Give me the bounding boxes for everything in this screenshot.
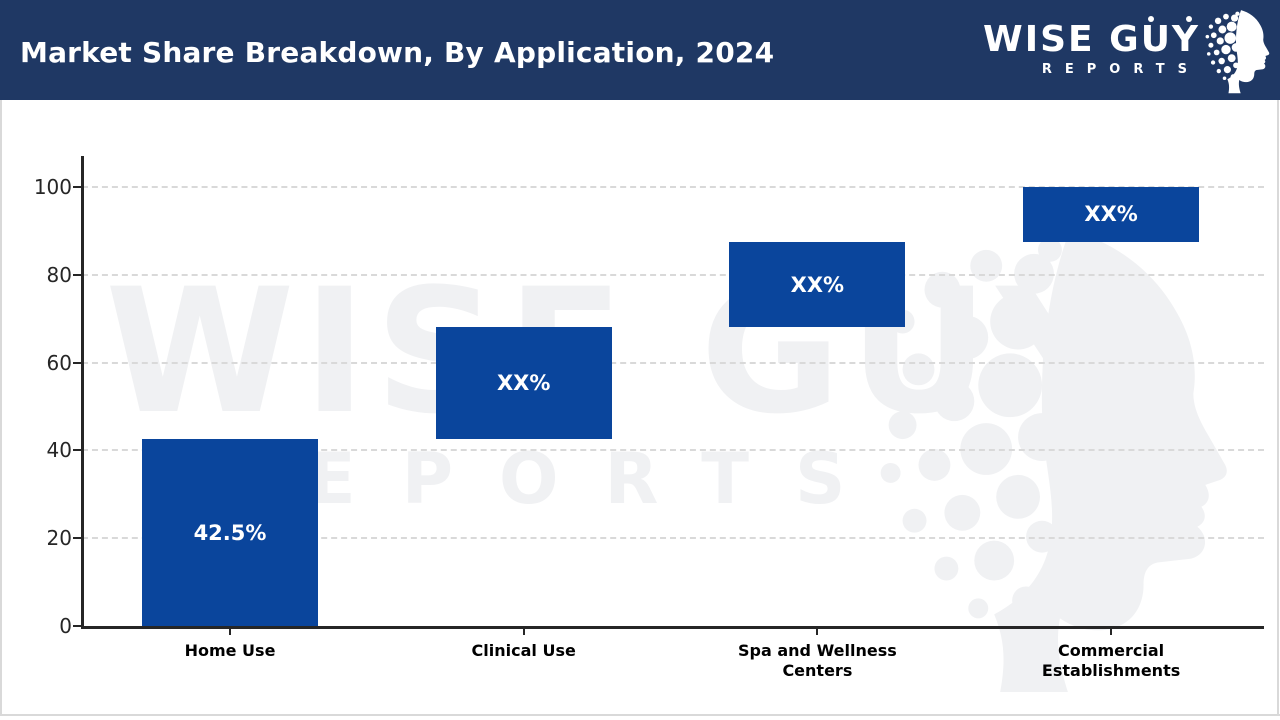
- x-tick-mark: [816, 628, 819, 635]
- category-label: Spa and Wellness Centers: [738, 641, 897, 680]
- bar: XX%: [729, 241, 906, 328]
- wiseguy-logo: WISE GUY REPORTS: [983, 6, 1272, 96]
- page-title: Market Share Breakdown, By Application, …: [20, 36, 775, 69]
- x-axis-spine: [81, 626, 1264, 629]
- bar-value-label: XX%: [790, 272, 845, 297]
- gridline: [82, 537, 1264, 540]
- y-tick-mark: [73, 186, 82, 188]
- logo-brand-name: WISE GUY: [982, 19, 1200, 60]
- y-tick-mark: [73, 361, 82, 364]
- y-tick-label: 60: [46, 350, 72, 375]
- bar: XX%: [435, 327, 612, 440]
- logo-dot-y-icon: [1186, 16, 1192, 22]
- gridline: [82, 361, 1264, 364]
- x-tick-mark: [522, 628, 525, 635]
- y-tick-mark: [73, 449, 82, 452]
- category-label: Clinical Use: [471, 641, 576, 660]
- frame-border-right: [1277, 100, 1279, 716]
- bar-value-label: XX%: [1084, 202, 1138, 227]
- category-label: Home Use: [184, 641, 276, 660]
- y-tick-label: 20: [46, 526, 72, 551]
- gridline: [82, 273, 1264, 276]
- header-bar: Market Share Breakdown, By Application, …: [0, 0, 1280, 100]
- logo-text: WISE GUY REPORTS: [982, 16, 1200, 78]
- bar-value-label: XX%: [496, 371, 551, 396]
- logo-head-icon: [1205, 10, 1270, 94]
- bar-value-label: 42.5%: [193, 520, 267, 545]
- bar: 42.5%: [142, 439, 318, 626]
- logo-dot-u-icon: [1148, 16, 1154, 22]
- y-tick-mark: [73, 625, 82, 627]
- frame-border-bottom: [0, 714, 1280, 716]
- y-tick-label: 100: [33, 175, 72, 199]
- y-tick-mark: [73, 537, 82, 540]
- gridline: [82, 449, 1264, 452]
- y-tick-mark: [73, 273, 82, 276]
- gridline: [82, 186, 1264, 188]
- y-tick-label: 40: [46, 438, 72, 463]
- x-tick-mark: [1110, 628, 1113, 635]
- y-tick-label: 80: [46, 262, 72, 287]
- frame-border-left: [0, 100, 2, 716]
- y-tick-label: 0: [59, 614, 72, 638]
- category-label: Commercial Establishments: [1041, 641, 1181, 680]
- bar: XX%: [1023, 187, 1200, 242]
- logo-brand-subtitle: REPORTS: [1041, 62, 1200, 77]
- y-axis-spine: [81, 156, 84, 628]
- x-tick-mark: [229, 628, 231, 635]
